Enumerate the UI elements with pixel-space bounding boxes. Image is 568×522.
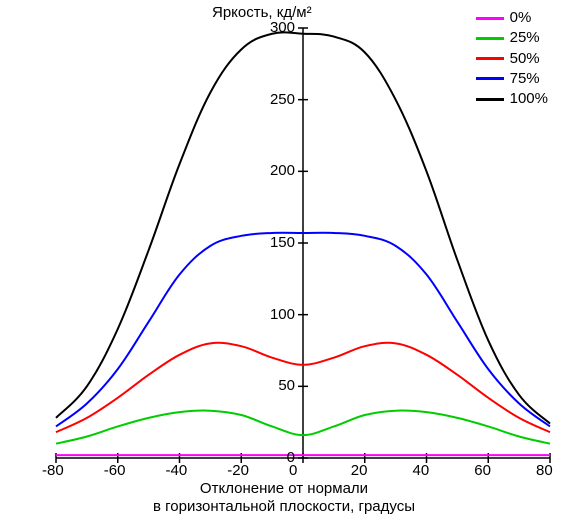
legend-label: 75% [510,69,540,89]
x-tick-label: -80 [42,462,64,479]
y-tick-label: 50 [278,377,295,394]
y-axis-title: Яркость, кд/м² [212,4,312,21]
x-axis-title-line2: в горизонтальной плоскости, градусы [0,498,568,515]
legend-label: 25% [510,28,540,48]
legend-swatch [476,98,504,101]
legend-label: 100% [510,89,548,109]
legend: 0%25%50%75%100% [476,8,548,109]
legend-swatch [476,37,504,40]
y-tick-label: 300 [270,19,295,36]
x-tick-label: -40 [166,462,188,479]
legend-item: 50% [476,49,548,69]
y-tick-label: 250 [270,91,295,108]
x-tick-label: 80 [536,462,553,479]
y-tick-label: 100 [270,306,295,323]
y-tick-label: 200 [270,162,295,179]
x-tick-label: -60 [104,462,126,479]
x-tick-label: 20 [351,462,368,479]
legend-label: 50% [510,49,540,69]
legend-item: 25% [476,28,548,48]
x-tick-label: 40 [413,462,430,479]
y-tick-label: 150 [270,234,295,251]
x-tick-label: -20 [227,462,249,479]
x-tick-label: 0 [289,462,297,479]
x-axis-title-line1: Отклонение от нормали [0,480,568,497]
x-tick-label: 60 [474,462,491,479]
legend-swatch [476,57,504,60]
legend-item: 75% [476,69,548,89]
legend-item: 0% [476,8,548,28]
legend-swatch [476,17,504,20]
legend-swatch [476,77,504,80]
legend-label: 0% [510,8,532,28]
brightness-chart: Яркость, кд/м² 0%25%50%75%100% 0 50 100 150… [0,0,568,522]
legend-item: 100% [476,89,548,109]
